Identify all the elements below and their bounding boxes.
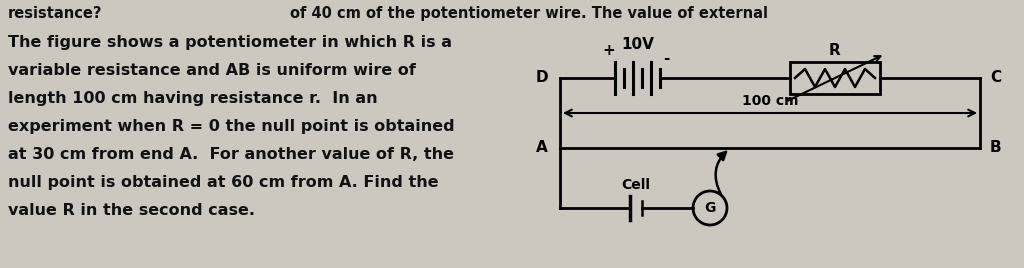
Text: C: C	[990, 70, 1001, 85]
Text: D: D	[536, 70, 548, 85]
Text: 100 cm: 100 cm	[741, 94, 799, 108]
Text: Cell: Cell	[622, 178, 650, 192]
Text: 10V: 10V	[622, 37, 654, 52]
Text: +: +	[603, 43, 615, 58]
Text: experiment when R = 0 the null point is obtained: experiment when R = 0 the null point is …	[8, 119, 455, 134]
Text: The figure shows a potentiometer in which R is a: The figure shows a potentiometer in whic…	[8, 35, 452, 50]
Text: B: B	[990, 140, 1001, 155]
Text: -: -	[663, 51, 670, 66]
Text: length 100 cm having resistance r.  In an: length 100 cm having resistance r. In an	[8, 91, 378, 106]
Text: of 40 cm of the potentiometer wire. The value of external: of 40 cm of the potentiometer wire. The …	[290, 6, 768, 21]
Bar	[790, 62, 880, 94]
Text: at 30 cm from end A.  For another value of R, the: at 30 cm from end A. For another value o…	[8, 147, 454, 162]
Text: A: A	[537, 140, 548, 155]
Text: value R in the second case.: value R in the second case.	[8, 203, 255, 218]
Text: resistance?: resistance?	[8, 6, 102, 21]
FancyArrowPatch shape	[716, 152, 726, 194]
Text: null point is obtained at 60 cm from A. Find the: null point is obtained at 60 cm from A. …	[8, 175, 438, 190]
Text: G: G	[705, 201, 716, 215]
Text: variable resistance and AB is uniform wire of: variable resistance and AB is uniform wi…	[8, 63, 416, 78]
Text: R: R	[829, 43, 841, 58]
